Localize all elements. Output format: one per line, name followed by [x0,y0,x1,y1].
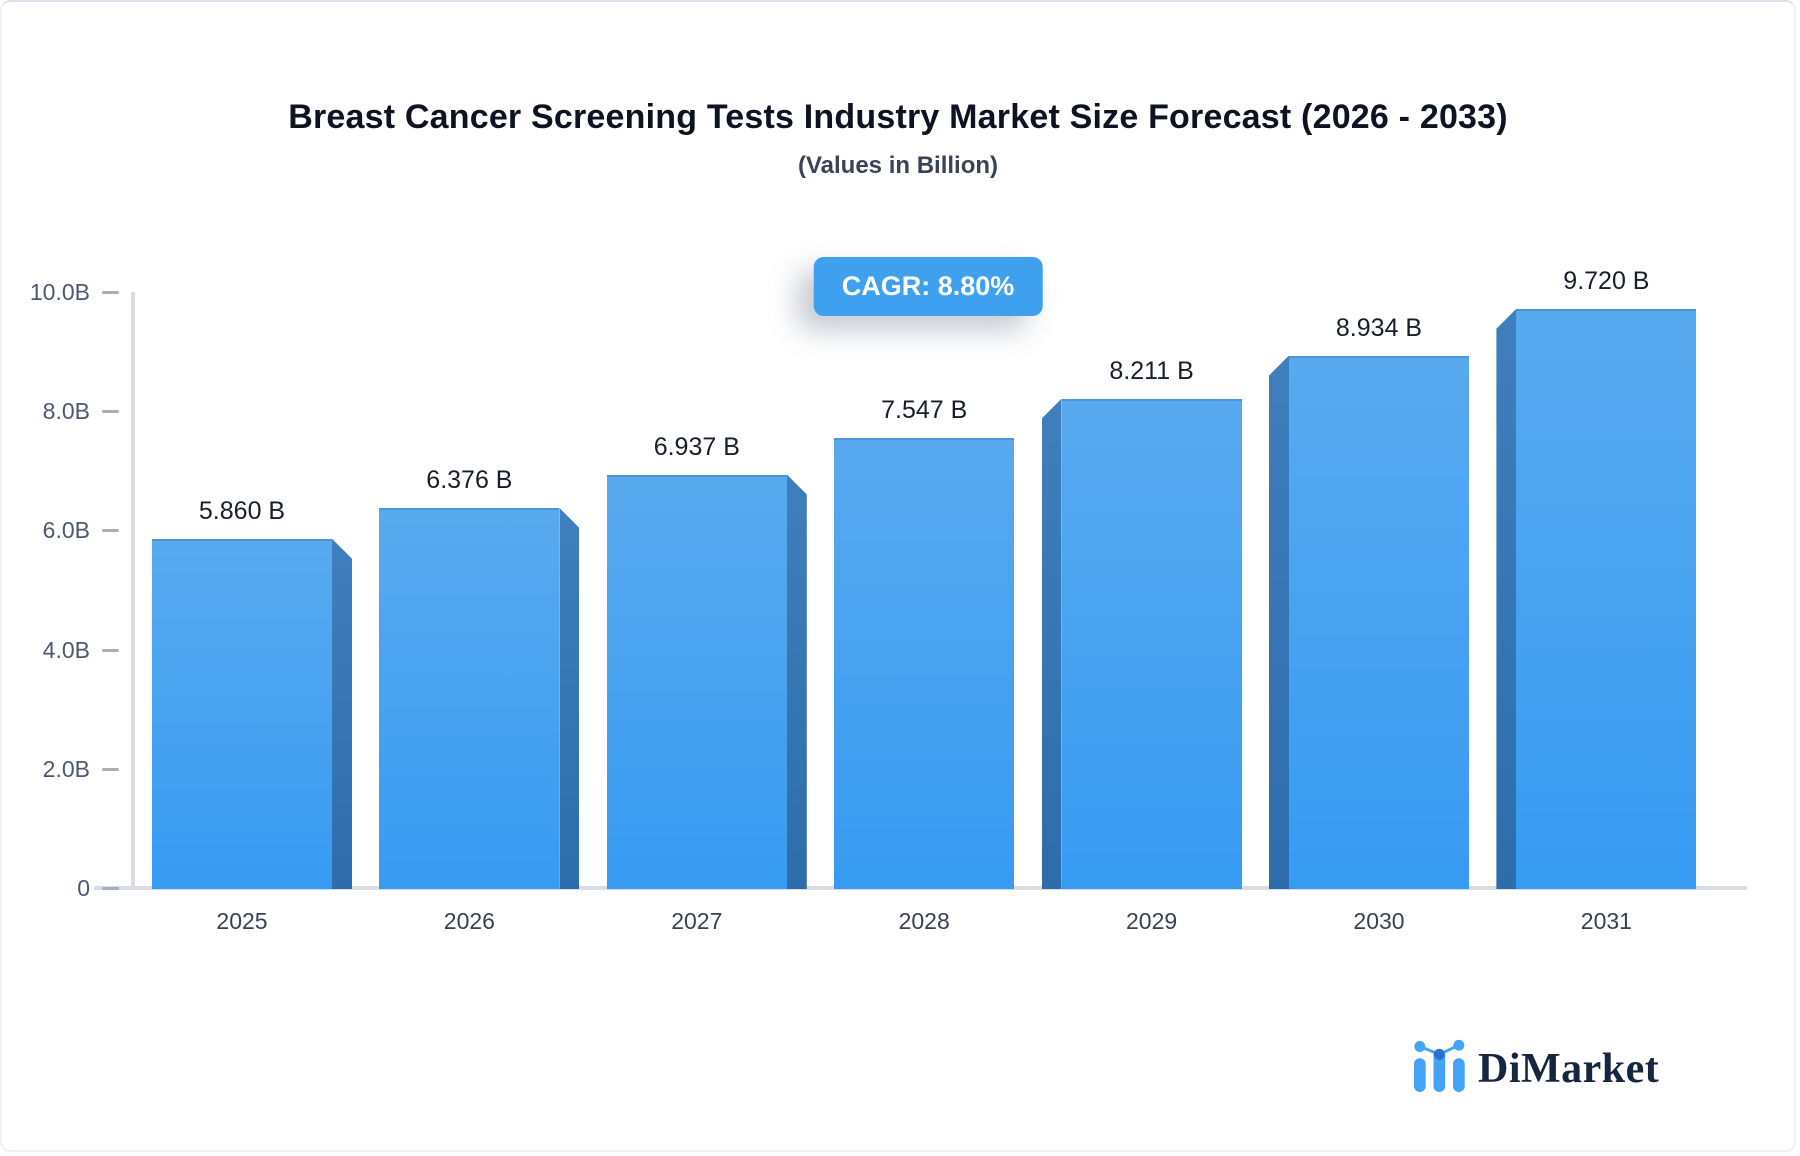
y-tick-label: 10.0B [29,279,90,305]
bar-value-label-2028: 7.547 B [881,396,968,425]
y-tick-mark [102,529,119,533]
logo-text: DiMarket [1478,1045,1660,1092]
x-tick-label-2026: 2026 [443,908,495,934]
y-tick-mark [102,648,119,652]
y-tick-label: 4.0B [42,636,90,663]
bar-2026[interactable] [379,507,560,889]
bar-value-label-2031: 9.720 B [1563,266,1650,295]
chart-subtitle: (Values in Billion) [797,152,999,179]
bar-side-face-2031 [1496,308,1517,889]
bar-value-label-2026: 6.376 B [426,465,513,494]
bar-value-label-2029: 8.211 B [1109,356,1194,385]
x-tick-label-2031: 2031 [1580,908,1632,934]
y-tick-label: 6.0B [42,517,90,544]
bar-side-face-2025 [332,538,352,889]
y-tick-label: 8.0B [42,398,90,425]
y-axis-line [131,292,135,890]
x-tick-label-2028: 2028 [898,908,950,934]
x-tick-label-2029: 2029 [1126,908,1178,934]
y-tick-mark [102,410,119,414]
bar-side-face-2029 [1041,398,1062,889]
bar-2030[interactable] [1289,355,1469,889]
y-tick-mark [102,767,119,771]
x-tick-label-2025: 2025 [216,908,268,934]
x-tick-label-2027: 2027 [671,908,723,934]
mini-bar-chart-icon [1414,1039,1466,1097]
bar-side-face-2030 [1269,355,1289,889]
bar-2025[interactable] [152,538,332,889]
bar-2027[interactable] [606,474,787,889]
y-tick-label: 0 [77,875,90,901]
y-tick-mark [102,887,119,890]
y-tick-mark [102,291,119,294]
bar-value-label-2025: 5.860 B [198,496,286,525]
bar-value-label-2030: 8.934 B [1335,313,1423,342]
bar-2031[interactable] [1516,308,1697,889]
bar-2028[interactable] [834,438,1015,889]
cagr-badge: CAGR: 8.80% [813,257,1043,316]
x-tick-label-2030: 2030 [1353,908,1405,934]
dimarket-logo[interactable]: DiMarket [1414,1039,1660,1097]
bar-side-face-2026 [559,507,580,889]
chart-title: Breast Cancer Screening Tests Industry M… [288,98,1508,136]
bar-2029[interactable] [1061,398,1242,889]
y-tick-label: 2.0B [42,755,90,782]
bar-side-face-2027 [786,474,807,889]
bar-value-label-2027: 6.937 B [653,432,740,461]
